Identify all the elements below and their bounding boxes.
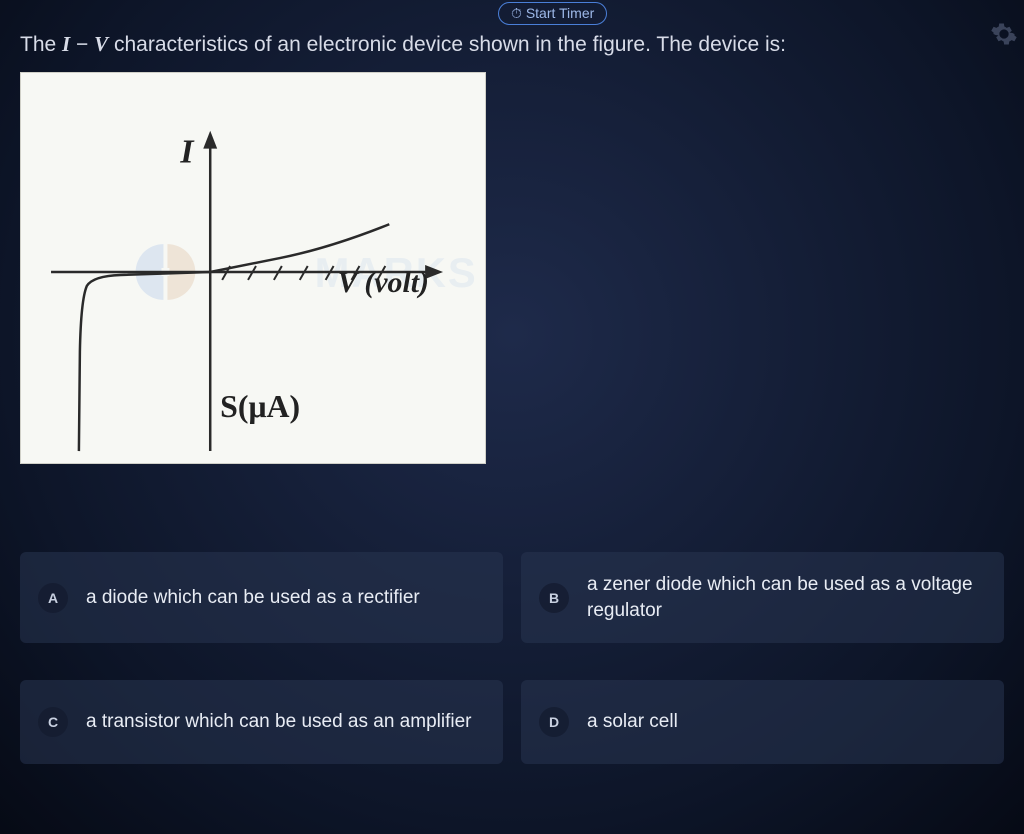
option-letter-a: A <box>38 583 68 613</box>
q-var-v: V <box>94 32 108 56</box>
option-a[interactable]: A a diode which can be used as a rectifi… <box>20 552 503 643</box>
third-quadrant-label: S(μA) <box>220 389 300 424</box>
q-dash: − <box>70 33 94 56</box>
timer-icon: ⏱ <box>511 5 526 21</box>
option-letter-b: B <box>539 583 569 613</box>
option-text-b: a zener diode which can be used as a vol… <box>587 572 986 623</box>
option-text-c: a transistor which can be used as an amp… <box>86 709 471 735</box>
option-letter-d: D <box>539 707 569 737</box>
y-axis-label: I <box>179 134 195 171</box>
option-c[interactable]: C a transistor which can be used as an a… <box>20 680 503 764</box>
option-letter-c: C <box>38 707 68 737</box>
options-row-1: A a diode which can be used as a rectifi… <box>20 552 1004 643</box>
x-axis-label: V (volt) <box>338 266 429 299</box>
option-text-d: a solar cell <box>587 709 678 735</box>
question-text: The I − V characteristics of an electron… <box>20 32 980 57</box>
option-b[interactable]: B a zener diode which can be used as a v… <box>521 552 1004 643</box>
option-text-a: a diode which can be used as a rectifier <box>86 585 420 611</box>
iv-graph-figure: MARKS I V (volt) S(μA) <box>20 72 486 464</box>
gear-icon[interactable] <box>990 20 1018 48</box>
option-d[interactable]: D a solar cell <box>521 680 1004 764</box>
start-timer-button[interactable]: ⏱ Start Timer <box>498 2 607 25</box>
q-var-i: I <box>62 32 70 56</box>
graph-svg: MARKS I V (volt) S(μA) <box>21 73 485 463</box>
options-row-2: C a transistor which can be used as an a… <box>20 680 1004 764</box>
q-prefix: The <box>20 33 62 56</box>
reverse-curve <box>79 272 210 451</box>
y-axis-arrow <box>203 131 217 149</box>
timer-label: Start Timer <box>526 5 594 21</box>
q-rest: characteristics of an electronic device … <box>108 33 786 56</box>
